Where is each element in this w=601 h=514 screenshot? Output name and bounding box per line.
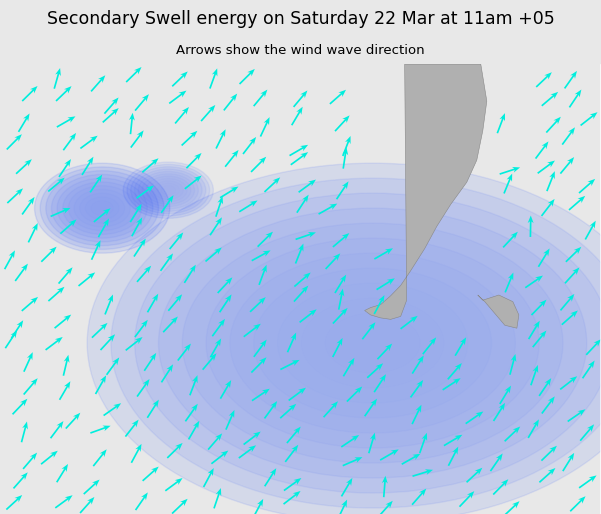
Ellipse shape: [35, 163, 170, 253]
Ellipse shape: [40, 167, 164, 249]
Ellipse shape: [131, 167, 206, 214]
Ellipse shape: [46, 171, 159, 246]
Ellipse shape: [87, 163, 601, 514]
Ellipse shape: [52, 174, 153, 242]
Polygon shape: [478, 295, 519, 328]
Ellipse shape: [111, 178, 601, 508]
Text: Arrows show the wind wave direction: Arrows show the wind wave direction: [176, 44, 425, 57]
Polygon shape: [365, 64, 487, 319]
Ellipse shape: [123, 162, 213, 218]
Text: Secondary Swell energy on Saturday 22 Mar at 11am +05: Secondary Swell energy on Saturday 22 Ma…: [47, 10, 554, 28]
Ellipse shape: [135, 193, 601, 493]
Ellipse shape: [127, 164, 210, 216]
